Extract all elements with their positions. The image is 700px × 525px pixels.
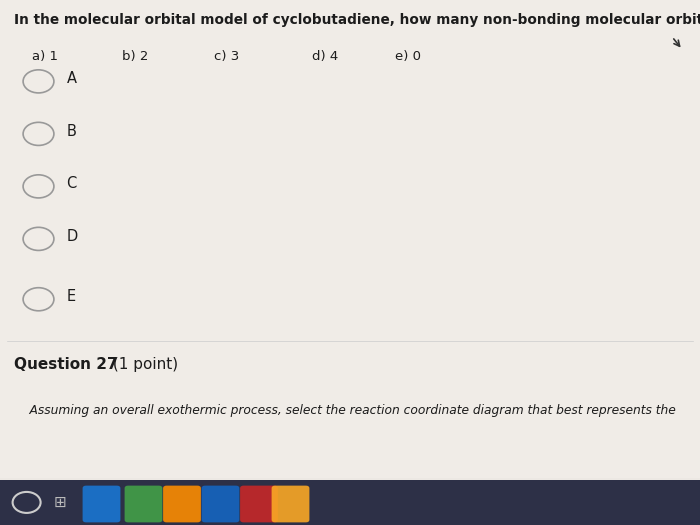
Text: a) 1: a) 1 xyxy=(32,50,57,63)
Text: ⊞: ⊞ xyxy=(53,495,66,510)
Text: Assuming an overall exothermic process, select the reaction coordinate diagram t: Assuming an overall exothermic process, … xyxy=(14,404,676,417)
Text: e) 0: e) 0 xyxy=(395,50,421,63)
Text: B: B xyxy=(66,124,76,139)
Text: d) 4: d) 4 xyxy=(312,50,337,63)
Text: b) 2: b) 2 xyxy=(122,50,149,63)
Text: C: C xyxy=(66,176,77,191)
FancyBboxPatch shape xyxy=(272,486,309,522)
FancyBboxPatch shape xyxy=(0,0,700,478)
FancyBboxPatch shape xyxy=(202,486,239,522)
Text: A: A xyxy=(66,71,76,86)
Text: E: E xyxy=(66,289,76,304)
FancyBboxPatch shape xyxy=(163,486,201,522)
Bar xyxy=(0,480,700,525)
Text: D: D xyxy=(66,229,78,244)
FancyBboxPatch shape xyxy=(125,486,162,522)
Text: (1 point): (1 point) xyxy=(108,357,178,372)
Text: In the molecular orbital model of cyclobutadiene, how many non-bonding molecular: In the molecular orbital model of cyclob… xyxy=(14,13,700,27)
FancyBboxPatch shape xyxy=(240,486,278,522)
Text: Question 27: Question 27 xyxy=(14,357,118,372)
FancyBboxPatch shape xyxy=(83,486,120,522)
Text: c) 3: c) 3 xyxy=(214,50,239,63)
